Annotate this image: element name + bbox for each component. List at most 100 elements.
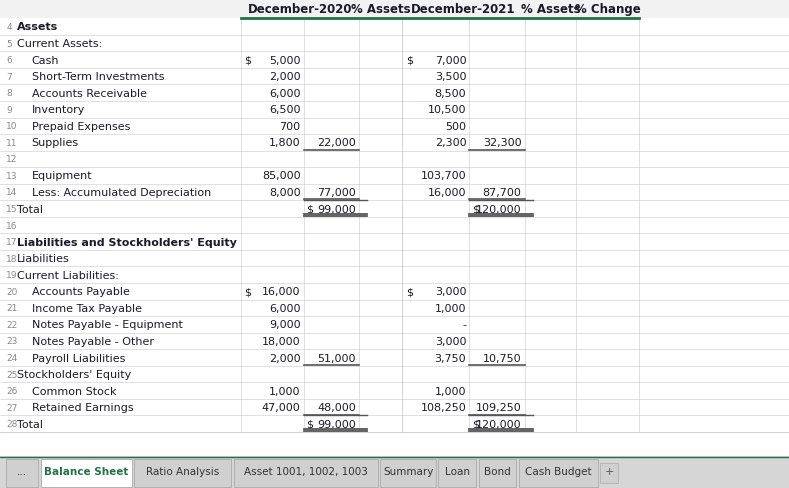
Text: $: $ (406, 287, 413, 297)
Text: 21: 21 (6, 304, 17, 313)
Text: Ratio Analysis: Ratio Analysis (146, 467, 219, 476)
FancyBboxPatch shape (134, 459, 231, 487)
Bar (0, 118, 789, 135)
Text: 2,000: 2,000 (269, 72, 301, 82)
Bar (0, 135, 789, 151)
Text: 8,500: 8,500 (435, 88, 466, 99)
Text: 8,000: 8,000 (269, 187, 301, 198)
Text: $: $ (472, 419, 479, 429)
Text: % Change: % Change (574, 3, 641, 16)
Bar (0, 284, 789, 300)
Bar (0, 36, 789, 52)
Text: 24: 24 (6, 353, 17, 362)
Bar (0, 52, 789, 69)
Text: 99,000: 99,000 (317, 204, 356, 214)
Bar (0, 366, 789, 383)
Bar (0, 300, 789, 317)
Text: 15: 15 (6, 204, 18, 214)
Text: Liabilities and Stockholders' Equity: Liabilities and Stockholders' Equity (17, 237, 237, 247)
Text: 120,000: 120,000 (476, 204, 522, 214)
Bar (0, 184, 789, 201)
Bar (0, 416, 789, 432)
Text: % Assets: % Assets (521, 3, 580, 16)
Text: 6: 6 (6, 56, 12, 65)
Text: Short-Term Investments: Short-Term Investments (32, 72, 164, 82)
Text: 3,750: 3,750 (435, 353, 466, 363)
Text: 3,000: 3,000 (435, 287, 466, 297)
Text: Notes Payable - Other: Notes Payable - Other (32, 336, 154, 346)
Text: % Assets: % Assets (351, 3, 410, 16)
Text: 3,500: 3,500 (435, 72, 466, 82)
Text: 2,300: 2,300 (435, 138, 466, 148)
Text: 10: 10 (6, 122, 18, 131)
Text: Cash: Cash (32, 56, 59, 65)
FancyBboxPatch shape (6, 459, 38, 487)
Text: Inventory: Inventory (32, 105, 85, 115)
FancyBboxPatch shape (600, 463, 618, 483)
Text: 51,000: 51,000 (317, 353, 356, 363)
Text: December-2020: December-2020 (248, 3, 352, 16)
Text: 2,000: 2,000 (269, 353, 301, 363)
Text: Accounts Receivable: Accounts Receivable (32, 88, 147, 99)
Text: 8: 8 (6, 89, 12, 98)
Text: Summary: Summary (383, 467, 433, 476)
Bar (0, 317, 789, 333)
Text: 1,000: 1,000 (435, 303, 466, 313)
Text: 1,000: 1,000 (269, 386, 301, 396)
Text: 4: 4 (6, 23, 12, 32)
Bar (0, 102, 789, 118)
Text: December-2021: December-2021 (411, 3, 516, 16)
Bar (0, 85, 789, 102)
Text: $: $ (306, 419, 313, 429)
Text: 87,700: 87,700 (483, 187, 522, 198)
Text: Current Assets:: Current Assets: (17, 39, 103, 49)
Text: Less: Accumulated Depreciation: Less: Accumulated Depreciation (32, 187, 211, 198)
Bar (0, 151, 789, 168)
Text: 22: 22 (6, 320, 17, 329)
Text: Accounts Payable: Accounts Payable (32, 287, 129, 297)
Bar (0, 168, 789, 184)
Text: Income Tax Payable: Income Tax Payable (32, 303, 141, 313)
Text: +: + (604, 467, 614, 476)
Text: 3,000: 3,000 (435, 336, 466, 346)
Text: 25: 25 (6, 370, 17, 379)
Text: 26: 26 (6, 386, 17, 395)
Text: Equipment: Equipment (32, 171, 92, 181)
Text: 108,250: 108,250 (421, 402, 466, 412)
FancyBboxPatch shape (380, 459, 436, 487)
Text: 12: 12 (6, 155, 17, 164)
Text: $: $ (245, 287, 252, 297)
Bar (0, 234, 789, 250)
Text: Payroll Liabilities: Payroll Liabilities (32, 353, 125, 363)
Text: 1,800: 1,800 (269, 138, 301, 148)
Text: Total: Total (17, 419, 43, 429)
Text: 5,000: 5,000 (269, 56, 301, 65)
Bar (0, 0, 789, 19)
FancyBboxPatch shape (234, 459, 378, 487)
Text: Supplies: Supplies (32, 138, 79, 148)
Text: Asset 1001, 1002, 1003: Asset 1001, 1002, 1003 (244, 467, 368, 476)
Text: $: $ (472, 204, 479, 214)
Text: 6,000: 6,000 (269, 303, 301, 313)
Text: 10,500: 10,500 (428, 105, 466, 115)
Text: Prepaid Expenses: Prepaid Expenses (32, 122, 130, 132)
Bar (0, 333, 789, 349)
Text: 48,000: 48,000 (317, 402, 356, 412)
Text: 16: 16 (6, 221, 18, 230)
Text: 16,000: 16,000 (428, 187, 466, 198)
Text: 500: 500 (445, 122, 466, 132)
Text: 22,000: 22,000 (317, 138, 356, 148)
Text: 99,000: 99,000 (317, 419, 356, 429)
Text: Assets: Assets (17, 22, 58, 32)
Text: 6,000: 6,000 (269, 88, 301, 99)
Text: 120,000: 120,000 (476, 419, 522, 429)
Text: 5: 5 (6, 40, 12, 48)
Text: 9: 9 (6, 105, 12, 115)
Text: 16,000: 16,000 (262, 287, 301, 297)
Text: 32,300: 32,300 (483, 138, 522, 148)
Text: Retained Earnings: Retained Earnings (32, 402, 133, 412)
Text: 17: 17 (6, 238, 18, 246)
FancyBboxPatch shape (41, 459, 132, 487)
Bar (0, 69, 789, 85)
Text: 7: 7 (6, 73, 12, 81)
